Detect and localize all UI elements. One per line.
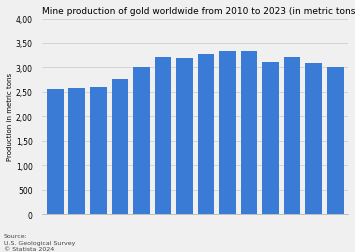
Bar	[176, 58, 193, 214]
Y-axis label: Production in metric tons: Production in metric tons	[7, 73, 13, 161]
Bar	[262, 63, 279, 214]
Bar	[69, 88, 85, 214]
Bar	[327, 68, 344, 214]
Bar	[47, 90, 64, 214]
Bar	[241, 52, 257, 214]
Bar	[90, 88, 107, 214]
Bar	[284, 58, 300, 214]
Bar	[111, 79, 128, 214]
Bar	[133, 68, 150, 214]
Bar	[198, 55, 214, 214]
Bar	[305, 63, 322, 214]
Text: Source:
U.S. Geological Survey
© Statista 2024: Source: U.S. Geological Survey © Statist…	[4, 233, 75, 251]
Bar	[219, 52, 236, 214]
Text: Mine production of gold worldwide from 2010 to 2023 (in metric tons): Mine production of gold worldwide from 2…	[43, 7, 355, 16]
Bar	[154, 58, 171, 214]
